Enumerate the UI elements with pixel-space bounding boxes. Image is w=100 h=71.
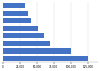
Bar [3, 41, 50, 46]
Bar [3, 18, 31, 24]
Bar [3, 56, 88, 61]
Bar [3, 33, 44, 38]
Bar [3, 11, 28, 16]
Bar [3, 48, 71, 54]
Bar [3, 3, 25, 8]
Bar [3, 26, 38, 31]
